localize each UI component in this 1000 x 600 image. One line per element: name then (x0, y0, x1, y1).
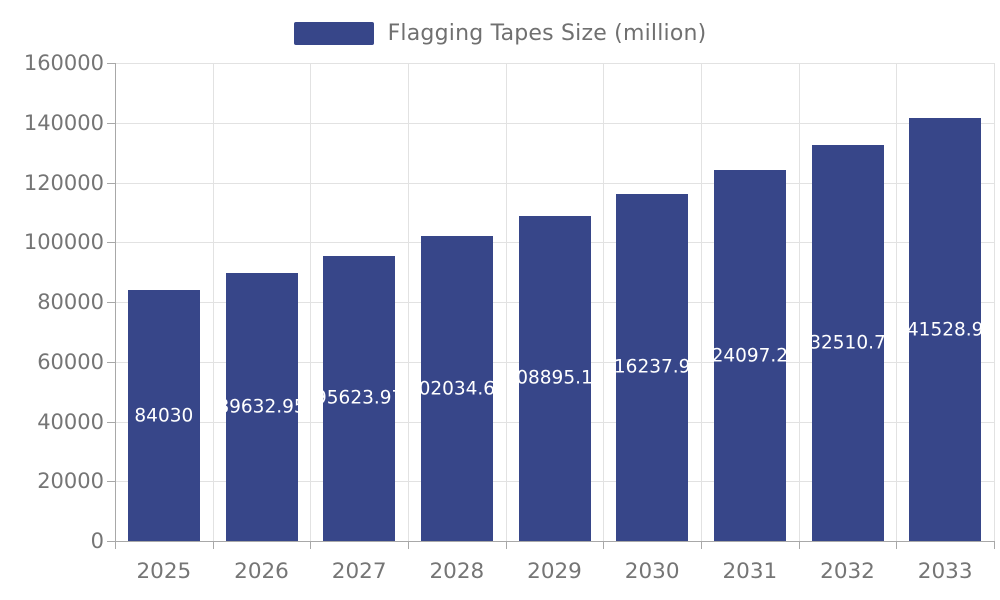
y-tick-label: 160000 (23, 51, 104, 76)
legend-swatch (293, 21, 374, 45)
gridline-vertical (505, 63, 507, 541)
bar-value-label: 84030 (134, 405, 194, 427)
y-axis-tick (107, 123, 115, 124)
gridline-vertical (994, 63, 995, 541)
x-tick-label: 2030 (624, 559, 680, 584)
legend-item[interactable]: Flagging Tapes Size (million) (0, 16, 1000, 50)
bar[interactable]: 102034.68 (420, 236, 493, 541)
bar-value-label: 108895.15 (518, 367, 591, 389)
y-axis-tick (107, 361, 115, 363)
x-tick-label: 2029 (527, 559, 582, 584)
y-axis-line (115, 63, 116, 541)
x-axis-tick (701, 541, 702, 549)
x-axis-tick (505, 541, 507, 549)
x-axis-line (107, 541, 994, 542)
legend-label: Flagging Tapes Size (million) (387, 20, 707, 46)
gridline-vertical (212, 63, 214, 541)
gridline-horizontal (115, 63, 994, 65)
bar-value-label: 89632.95 (226, 396, 298, 418)
y-tick-label: 80000 (37, 290, 104, 315)
y-tick-label: 20000 (37, 469, 104, 494)
y-axis-tick (107, 481, 115, 483)
y-axis-tick (107, 421, 115, 423)
x-axis-tick (310, 541, 312, 549)
x-axis-tick (603, 541, 605, 549)
bar[interactable]: 89632.95 (225, 273, 298, 541)
gridline-vertical (798, 63, 800, 541)
x-tick-label: 2031 (722, 559, 778, 584)
x-axis-tick (896, 541, 898, 549)
x-tick-label: 2028 (429, 559, 485, 584)
x-tick-label: 2033 (917, 559, 973, 584)
y-axis-tick (107, 182, 115, 184)
bar[interactable]: 116237.95 (616, 193, 689, 541)
y-axis-tick (107, 541, 115, 542)
bar-value-label: 141528.95 (909, 319, 982, 341)
x-tick-label: 2032 (820, 559, 875, 584)
gridline-horizontal (115, 123, 994, 124)
x-axis-tick (798, 541, 800, 549)
x-tick-label: 2027 (331, 559, 387, 584)
x-axis-tick (115, 541, 116, 549)
gridline-vertical (603, 63, 605, 541)
x-tick-label: 2025 (136, 559, 192, 584)
y-tick-label: 40000 (37, 409, 104, 434)
y-axis-tick (107, 302, 115, 304)
gridline-vertical (408, 63, 409, 541)
bar[interactable]: 84030 (127, 290, 200, 541)
bar-value-label: 116237.95 (616, 356, 689, 378)
gridline-vertical (701, 63, 702, 541)
bar[interactable]: 108895.15 (518, 215, 591, 541)
y-axis-tick (107, 242, 115, 244)
bar[interactable]: 95623.97 (323, 255, 396, 541)
x-axis-tick (408, 541, 409, 549)
y-tick-label: 120000 (23, 170, 104, 195)
gridline-vertical (896, 63, 898, 541)
y-tick-label: 0 (90, 529, 104, 553)
y-tick-label: 140000 (23, 111, 104, 135)
x-axis-tick (212, 541, 214, 549)
y-axis-tick (107, 63, 115, 65)
x-axis-tick (994, 541, 995, 549)
gridline-vertical (310, 63, 312, 541)
gridline-horizontal (115, 182, 994, 184)
y-tick-label: 60000 (37, 349, 104, 374)
x-tick-label: 2026 (234, 559, 289, 584)
bar-value-label: 102034.68 (420, 378, 493, 400)
y-tick-label: 100000 (23, 230, 104, 255)
bar[interactable]: 141528.95 (909, 118, 982, 541)
bar[interactable]: 124097.21 (713, 170, 786, 541)
bar-value-label: 124097.21 (713, 345, 786, 367)
bar-value-label: 95623.97 (323, 387, 395, 409)
